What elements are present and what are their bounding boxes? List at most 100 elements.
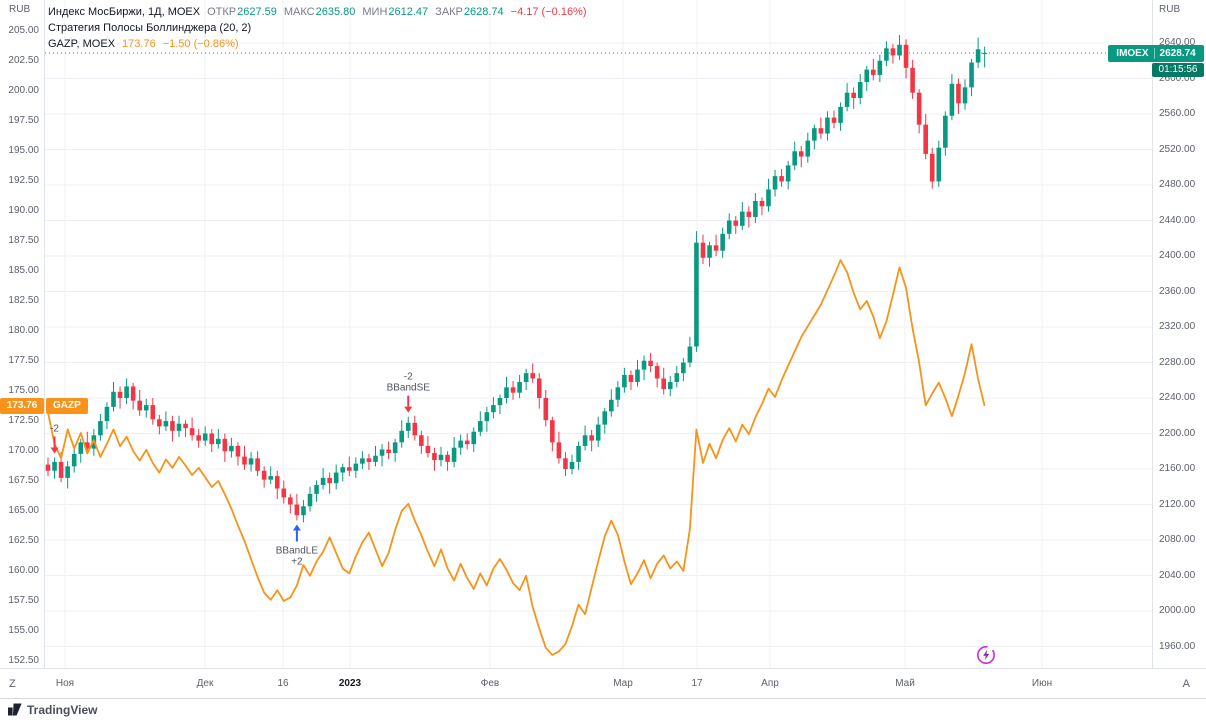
candle-body: [609, 399, 614, 412]
timezone-button[interactable]: Z: [9, 678, 16, 690]
candle-body: [838, 106, 843, 123]
candle-body: [268, 476, 273, 480]
candle-body: [687, 346, 693, 363]
candle-body: [307, 493, 313, 507]
candle-body: [216, 438, 221, 445]
candle-body: [183, 423, 188, 429]
candle-body: [726, 220, 732, 234]
candle-body: [851, 92, 856, 99]
candle-body: [124, 386, 129, 398]
candle-body: [523, 373, 529, 383]
candle-body: [327, 477, 332, 484]
series-title-imoex[interactable]: Индекс МосБиржи, 1Д, MOEX: [48, 5, 201, 18]
candle-body: [628, 374, 634, 383]
auto-scale-button[interactable]: A: [1182, 678, 1190, 690]
candle-body: [694, 242, 699, 347]
left-axis-tick: 195.00: [8, 145, 39, 156]
legend-close: ЗАКР 2628.74: [435, 5, 504, 18]
left-axis-tick: 182.50: [8, 295, 39, 306]
right-axis-tick: 2160.00: [1159, 463, 1196, 474]
left-axis-tick: 170.00: [8, 445, 39, 456]
candle-body: [818, 128, 824, 134]
marker-label: -2: [404, 372, 413, 383]
candle-body: [740, 211, 745, 226]
legend-row-imoex[interactable]: Индекс МосБиржи, 1Д, MOEX ОТКР 2627.59 МА…: [48, 4, 587, 19]
series-title-gazp[interactable]: GAZP, MOEX: [48, 37, 116, 50]
boost-lightning-icon[interactable]: [976, 645, 996, 665]
candle-body: [602, 411, 608, 425]
buy-arrow-icon: [292, 524, 301, 531]
left-price-axis[interactable]: RUB 205.00 202.50 200.00 197.50 195.00 192.50…: [0, 0, 45, 668]
candle-body: [746, 211, 752, 217]
candle-body: [222, 438, 228, 452]
candle-body: [281, 488, 287, 498]
tradingview-logo-icon[interactable]: [8, 703, 22, 716]
candle-body: [589, 435, 594, 441]
tradingview-logo-text[interactable]: TradingView: [27, 702, 98, 717]
left-axis-tick: 165.00: [8, 505, 39, 516]
candle-body: [157, 419, 162, 427]
candle-body: [379, 449, 385, 456]
left-axis-tick: 192.50: [8, 175, 39, 186]
legend-row-strategy[interactable]: Стратегия Полосы Боллинджера (20, 2): [48, 20, 587, 35]
candle-body: [189, 428, 195, 436]
candle-body: [929, 153, 935, 182]
candle-body: [497, 398, 503, 406]
candle-body: [884, 48, 889, 61]
candle-body: [812, 128, 817, 141]
candle-body: [936, 147, 942, 182]
time-axis[interactable]: Z Ноя Дек 16 2023 Фев Мар 17 Апр Май Июн A: [0, 668, 1206, 699]
gazp-series-label: GAZP: [46, 397, 88, 414]
candle-body: [648, 360, 653, 367]
left-axis-currency: RUB: [9, 4, 31, 15]
candle-body: [569, 461, 575, 469]
marker-label: BBandLE: [276, 545, 319, 556]
candle-body: [563, 458, 568, 469]
candle-body: [759, 200, 765, 207]
candle-body: [962, 87, 968, 104]
left-axis-tick: 202.50: [8, 55, 39, 66]
right-axis-currency: RUB: [1159, 4, 1181, 15]
candle-body: [517, 382, 522, 393]
time-axis-tick: 17: [691, 678, 703, 689]
strategy-title[interactable]: Стратегия Полосы Боллинджера (20, 2): [48, 21, 252, 34]
candle-body: [864, 69, 870, 83]
candle-body: [890, 48, 896, 56]
candle-body: [412, 422, 418, 436]
legend-row-gazp[interactable]: GAZP, MOEX 173.76 −1.50 (−0.86%): [48, 36, 587, 51]
candle-body: [65, 466, 70, 478]
candle-body: [903, 44, 909, 68]
time-axis-tick: 16: [277, 678, 289, 689]
candle-body: [478, 421, 483, 432]
candle-body: [595, 424, 601, 441]
candle-body: [392, 442, 398, 454]
candle-body: [294, 504, 300, 516]
candle-body: [248, 458, 254, 465]
left-axis-tick: 175.00: [8, 385, 39, 396]
candle-body: [353, 463, 359, 471]
left-axis-tick: 157.50: [8, 595, 39, 606]
candle-body: [170, 421, 175, 431]
right-price-axis[interactable]: RUB 2640.00 2600.00 2560.00 2520.00 2480.00 2…: [1152, 0, 1206, 668]
left-axis-tick: 197.50: [8, 115, 39, 126]
legend-open: ОТКР 2627.59: [207, 5, 277, 18]
candle-body: [510, 387, 516, 393]
candle-body: [504, 387, 509, 398]
candle-body: [550, 420, 555, 443]
candle-body: [347, 467, 352, 471]
candle-body: [71, 453, 77, 467]
candle-body: [301, 506, 306, 516]
candle-body: [923, 124, 928, 154]
candle-body: [288, 497, 293, 505]
candle-body: [556, 442, 562, 459]
left-axis-tick: 172.50: [8, 415, 39, 426]
left-axis-tick: 167.50: [8, 475, 39, 486]
candle-body: [360, 458, 365, 464]
candle-body: [681, 362, 686, 374]
candle-body: [209, 433, 215, 445]
candle-body: [530, 373, 535, 379]
right-axis-tick: 2000.00: [1159, 605, 1196, 616]
candle-body: [196, 435, 201, 441]
candle-body: [438, 454, 444, 461]
